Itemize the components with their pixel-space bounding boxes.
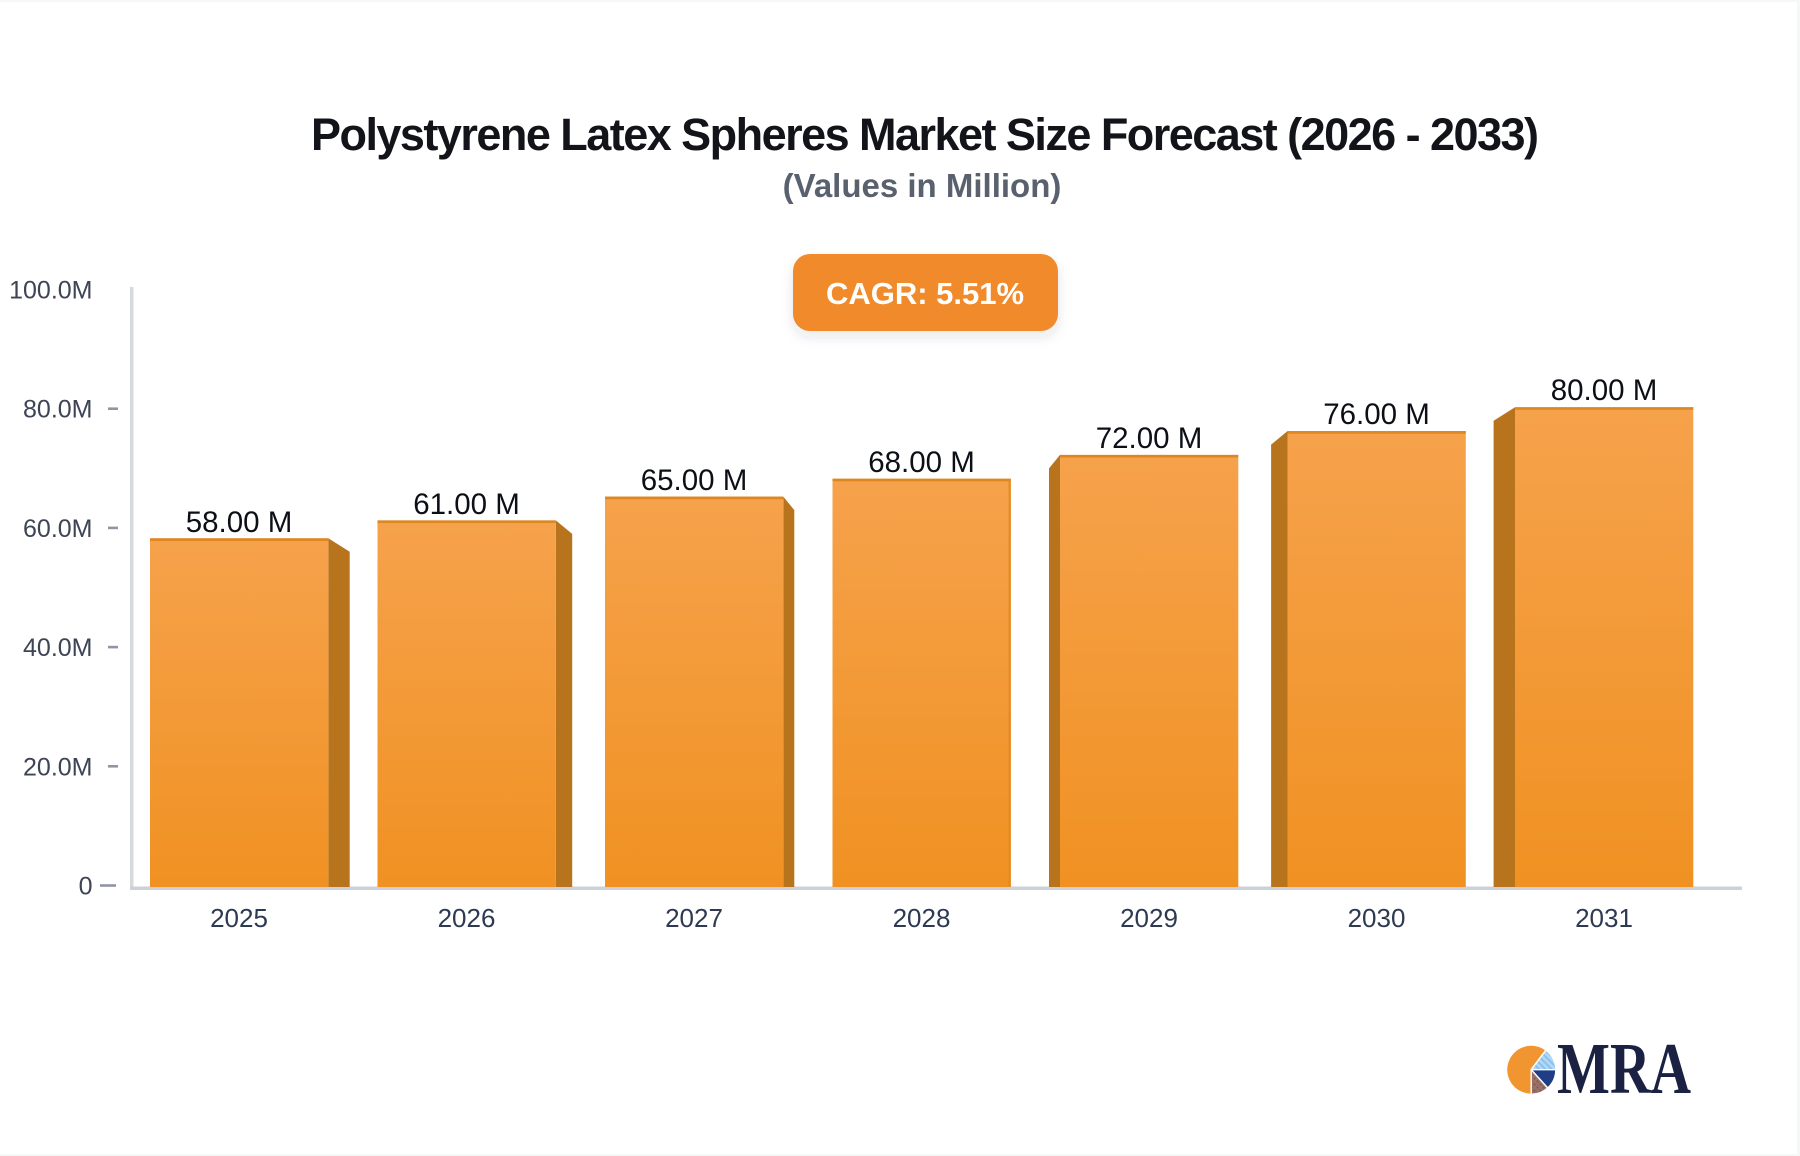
- svg-text:CAGR: 5.51%: CAGR: 5.51%: [826, 276, 1024, 311]
- svg-text:20.0M: 20.0M: [23, 753, 92, 781]
- svg-text:80.00 M: 80.00 M: [1551, 374, 1658, 407]
- svg-text:100.0M: 100.0M: [9, 277, 92, 305]
- svg-text:0: 0: [79, 873, 93, 901]
- svg-text:65.00 M: 65.00 M: [641, 464, 748, 497]
- svg-text:2025: 2025: [210, 903, 268, 933]
- svg-text:80.0M: 80.0M: [23, 396, 92, 424]
- svg-text:2028: 2028: [893, 903, 951, 933]
- svg-text:Polystyrene Latex Spheres Mark: Polystyrene Latex Spheres Market Size Fo…: [311, 109, 1539, 160]
- svg-text:76.00 M: 76.00 M: [1323, 398, 1430, 431]
- svg-text:61.00 M: 61.00 M: [413, 488, 520, 521]
- svg-text:60.0M: 60.0M: [23, 515, 92, 543]
- svg-text:40.0M: 40.0M: [23, 634, 92, 662]
- svg-text:(Values in Million): (Values in Million): [783, 167, 1062, 204]
- svg-text:72.00 M: 72.00 M: [1096, 422, 1203, 455]
- svg-text:MRA: MRA: [1557, 1028, 1691, 1109]
- svg-text:2029: 2029: [1120, 903, 1178, 933]
- svg-text:2030: 2030: [1348, 903, 1406, 933]
- svg-text:68.00 M: 68.00 M: [868, 446, 975, 479]
- svg-text:2026: 2026: [438, 903, 496, 933]
- svg-text:2027: 2027: [665, 903, 723, 933]
- svg-text:2031: 2031: [1575, 903, 1633, 933]
- svg-text:58.00 M: 58.00 M: [186, 506, 293, 539]
